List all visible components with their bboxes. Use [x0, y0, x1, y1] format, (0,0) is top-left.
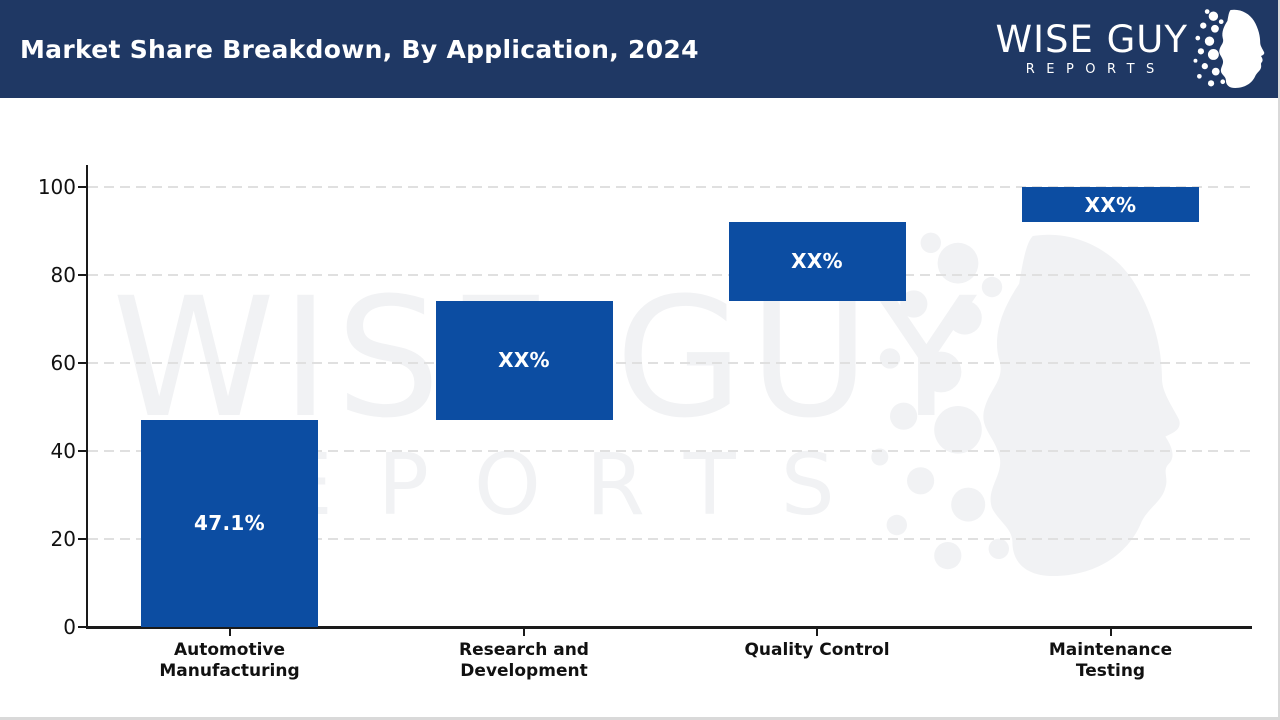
bar-value-label: 47.1% — [194, 511, 265, 536]
y-tick-label-60: 60 — [50, 351, 76, 375]
category-label-line: Quality Control — [744, 640, 890, 660]
y-tick-label-100: 100 — [37, 175, 76, 199]
wise-guy-logo: WISE GUY REPORTS — [996, 5, 1268, 93]
logo-subtitle: REPORTS — [1025, 62, 1166, 77]
gridline-y40 — [88, 450, 1252, 452]
bar-value-label: XX% — [1084, 192, 1137, 217]
y-tick-mark-0 — [78, 626, 86, 628]
category-label-line: Development — [460, 661, 588, 681]
category-label-line: Automotive — [173, 640, 286, 660]
watermark-face-icon — [871, 232, 1180, 576]
bar-segment-2: XX% — [435, 300, 613, 420]
bar-segment-4: XX% — [1022, 187, 1199, 223]
category-label-4: Maintenance Testing — [961, 640, 1261, 682]
bar-value-label: XX% — [791, 249, 843, 274]
category-label-line: Manufacturing — [159, 661, 300, 681]
x-tick-mark-1 — [228, 629, 231, 636]
page-title: Market Share Breakdown, By Application, … — [20, 34, 699, 64]
x-tick-mark-2 — [523, 629, 525, 636]
category-label-2: Research and Development — [374, 640, 674, 682]
y-tick-label-20: 20 — [50, 527, 76, 551]
gridline-y20 — [88, 538, 1252, 540]
category-label-3: Quality Control — [667, 640, 967, 661]
y-tick-mark-40 — [78, 450, 86, 452]
header-bar: Market Share Breakdown, By Application, … — [0, 0, 1278, 98]
x-axis-line — [86, 626, 1252, 629]
y-tick-label-40: 40 — [50, 439, 76, 463]
logo-wordmark: WISE GUY — [995, 18, 1188, 61]
y-tick-mark-100 — [78, 186, 86, 188]
gridline-y80 — [88, 274, 1252, 276]
category-label-line: Testing — [1075, 661, 1146, 681]
bar-segment-1: 47.1% — [141, 419, 318, 627]
y-tick-mark-60 — [78, 362, 86, 364]
y-axis-line — [86, 165, 88, 628]
wise-guy-face-icon — [1193, 9, 1265, 88]
category-label-line: Research and — [459, 640, 589, 660]
gridline-y60 — [88, 362, 1252, 364]
category-label-line: Maintenance — [1048, 640, 1173, 660]
x-tick-mark-3 — [816, 629, 818, 636]
gridline-y100 — [88, 186, 1252, 188]
category-label-1: Automotive Manufacturing — [80, 640, 380, 682]
y-tick-label-0: 0 — [63, 615, 76, 639]
y-tick-label-80: 80 — [50, 263, 76, 287]
bar-segment-3: XX% — [728, 222, 906, 301]
wise-guy-logo-text: WISE GUY REPORTS — [996, 21, 1188, 77]
x-tick-mark-4 — [1109, 629, 1112, 636]
bar-value-label: XX% — [498, 348, 550, 373]
y-tick-mark-20 — [78, 538, 86, 540]
y-tick-mark-80 — [78, 274, 86, 276]
